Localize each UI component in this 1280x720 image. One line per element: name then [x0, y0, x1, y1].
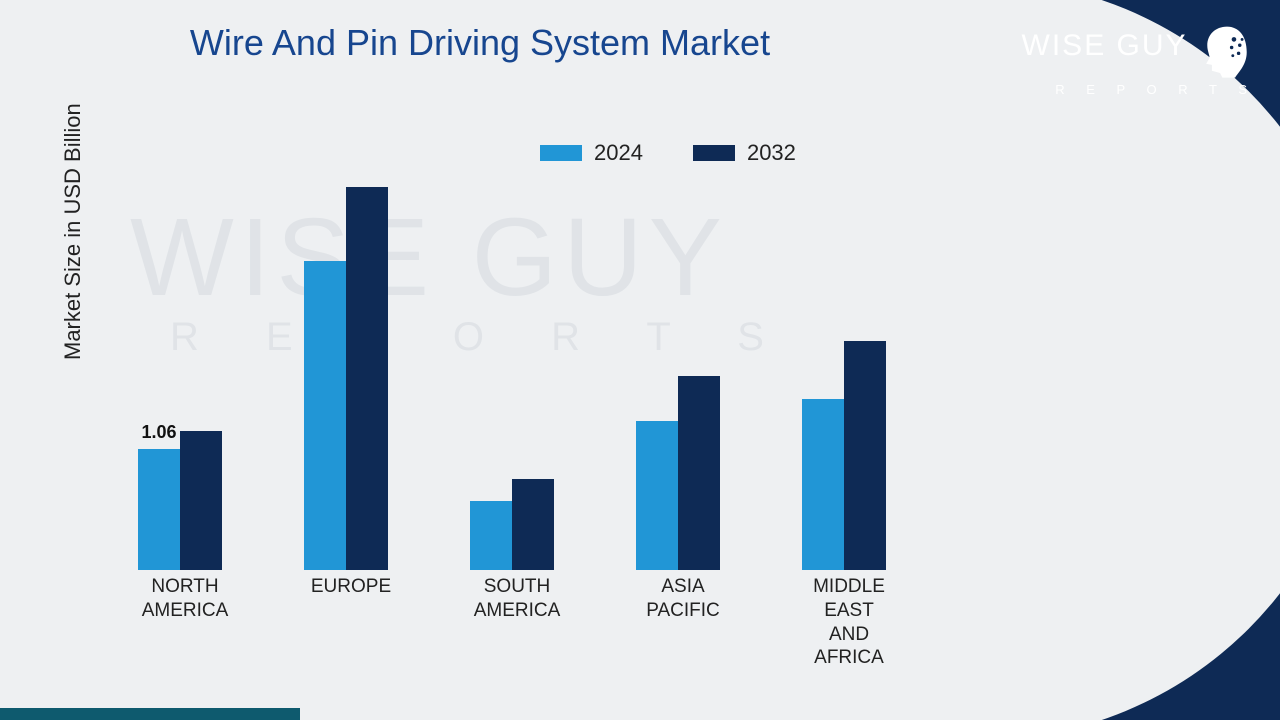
- legend-label-2024: 2024: [594, 140, 643, 166]
- bar-2032: [180, 431, 222, 570]
- brand-logo: WISE GUY R E P O R T S: [1022, 22, 1256, 97]
- logo-line1: WISE GUY: [1022, 29, 1188, 62]
- legend-swatch-2032: [693, 145, 735, 161]
- logo-line2: R E P O R T S: [1022, 82, 1256, 97]
- legend-swatch-2024: [540, 145, 582, 161]
- bar-value-label: 1.06: [141, 422, 176, 443]
- bar-2024: [470, 501, 512, 570]
- chart-area: 1.06: [120, 170, 950, 570]
- bar-2032: [512, 479, 554, 570]
- x-axis-label: EUROPE: [286, 575, 416, 599]
- chart-title: Wire And Pin Driving System Market: [0, 22, 960, 64]
- bar-2024: [802, 399, 844, 570]
- legend: 2024 2032: [540, 140, 796, 166]
- head-icon: [1198, 22, 1256, 80]
- x-axis-label: NORTHAMERICA: [120, 575, 250, 623]
- x-axis-label: MIDDLEEASTANDAFRICA: [784, 575, 914, 670]
- bar-2024: [636, 421, 678, 570]
- chart-plot: 1.06: [120, 170, 950, 570]
- legend-label-2032: 2032: [747, 140, 796, 166]
- bar-2032: [678, 376, 720, 570]
- x-axis-label: ASIAPACIFIC: [618, 575, 748, 623]
- bar-2024: [304, 261, 346, 570]
- legend-item-2024: 2024: [540, 140, 643, 166]
- bottom-accent-bar: [0, 708, 300, 720]
- x-axis-label: SOUTHAMERICA: [452, 575, 582, 623]
- y-axis-label: Market Size in USD Billion: [60, 103, 86, 360]
- chart-canvas: WISE GUY R E P O R T S Wire And Pin Driv…: [0, 0, 1280, 720]
- bar-2024: [138, 449, 180, 570]
- legend-item-2032: 2032: [693, 140, 796, 166]
- bar-2032: [844, 341, 886, 570]
- bar-2032: [346, 187, 388, 570]
